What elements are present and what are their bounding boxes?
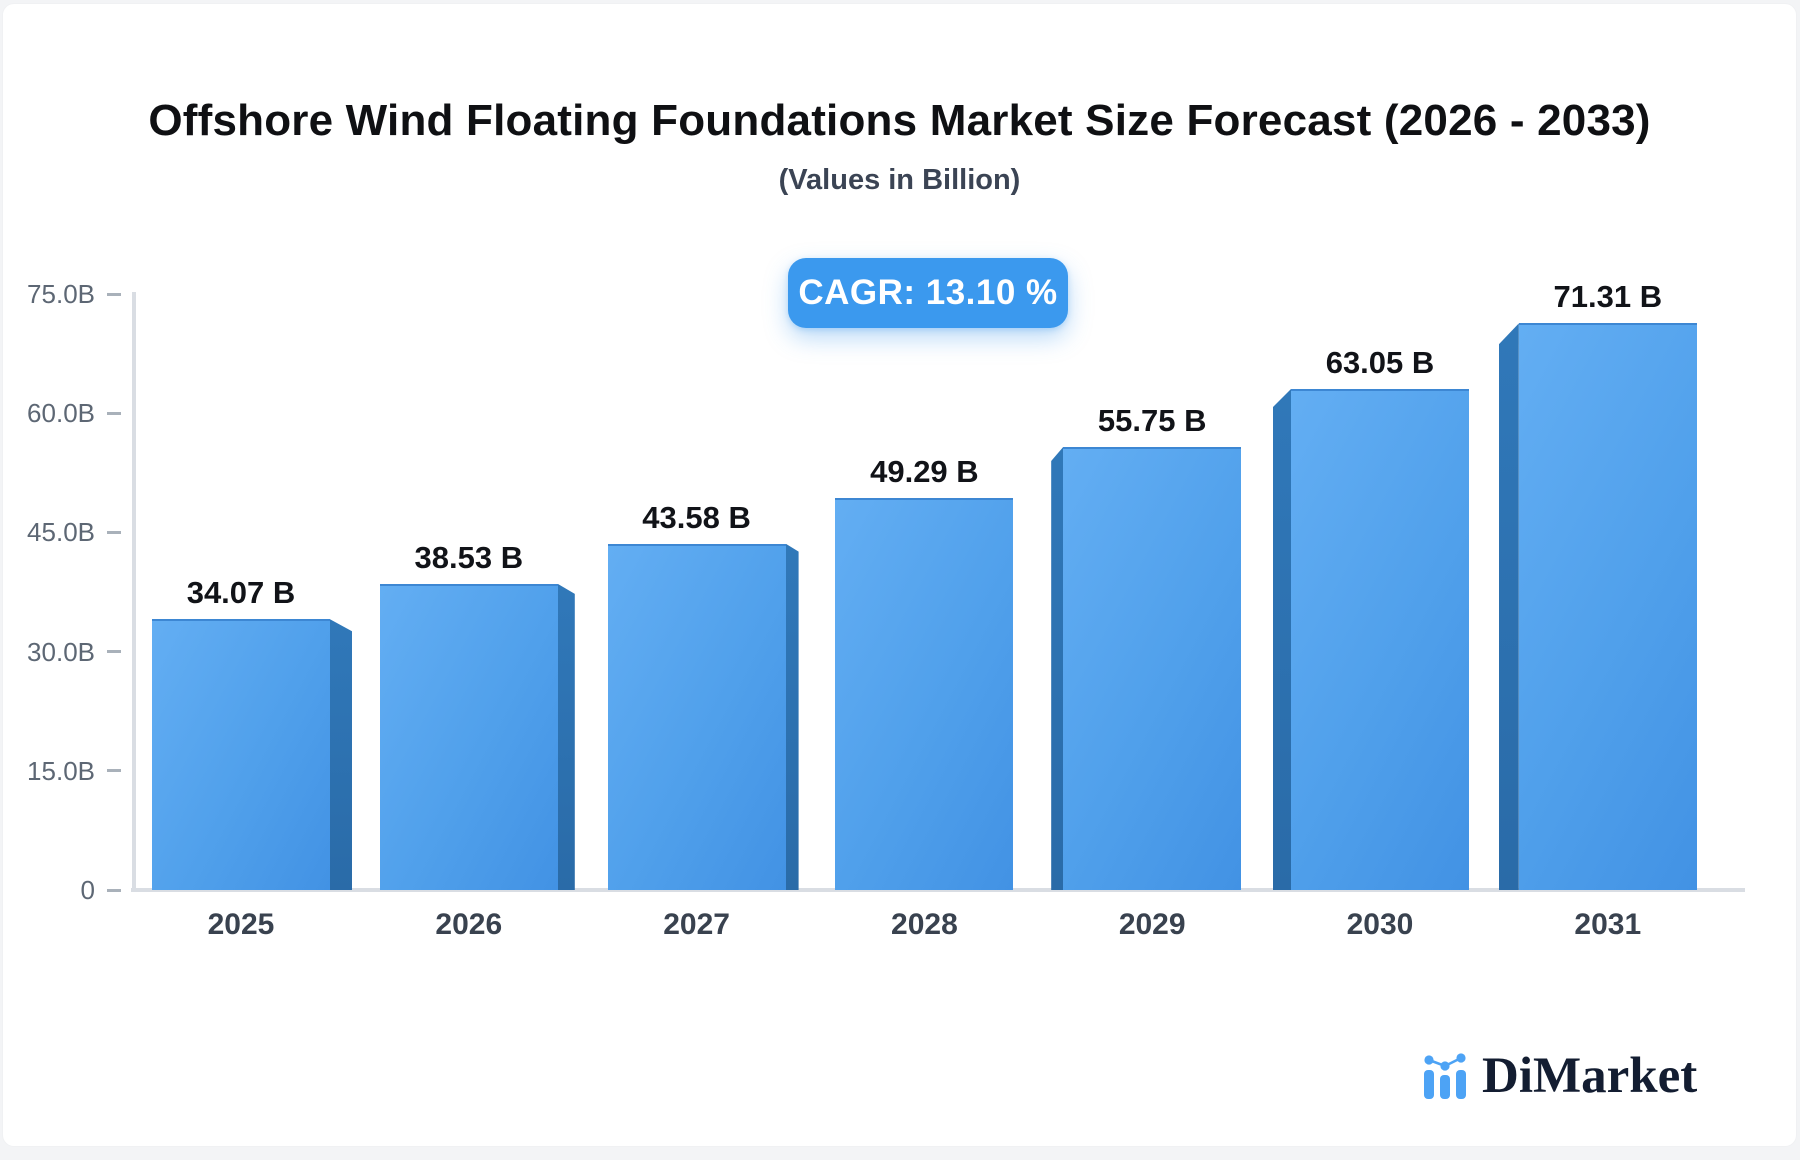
bar-2029 [1051, 446, 1242, 890]
y-tick-mark [107, 650, 121, 654]
bar-2028 [835, 498, 1014, 890]
bar-2025 [152, 619, 352, 890]
chart-subtitle: (Values in Billion) [778, 164, 1021, 196]
dimarket-logo: DiMarket [1423, 1046, 1723, 1106]
x-axis-category-label: 2031 [1574, 908, 1642, 941]
bar-3d-side-face [785, 543, 799, 890]
y-tick-mark [107, 292, 121, 296]
y-tick-label: 0 [80, 875, 95, 905]
bar-front-face [607, 543, 786, 890]
y-tick-label: 15.0B [27, 755, 95, 786]
bar-front-face [1518, 323, 1697, 890]
bar-front-face [1063, 446, 1242, 890]
cagr-badge: CAGR: 13.10 % [788, 258, 1068, 328]
bar-value-label: 34.07 B [186, 575, 296, 611]
y-tick-mark [107, 888, 121, 892]
bar-value-label: 43.58 B [642, 499, 751, 535]
y-tick-mark [107, 411, 121, 415]
x-axis-category-label: 2025 [207, 908, 275, 941]
x-axis-category-label: 2030 [1346, 908, 1414, 941]
chart-title: Offshore Wind Floating Foundations Marke… [148, 96, 1651, 145]
bar-value-label: 63.05 B [1325, 344, 1435, 380]
bar-2026 [379, 583, 575, 890]
cagr-badge-label: CAGR: 13.10 % [798, 273, 1058, 312]
x-axis-category-label: 2026 [435, 908, 503, 941]
bar-2031 [1498, 323, 1697, 890]
x-axis-line [131, 888, 1745, 892]
bar-chart-logo-icon [1424, 1053, 1466, 1099]
bar-3d-side-face [557, 583, 575, 890]
bar-chart-plot-area: 0 15.0B 30.0B 45.0B 60.0B 75.0B 34.07 B 2025 38.… [3, 4, 1800, 1160]
x-axis-category-label: 2027 [663, 908, 730, 941]
bar-3d-side-face [1051, 446, 1064, 890]
y-axis-line [132, 292, 136, 892]
bar-3d-side-face [330, 619, 352, 890]
bar-front-face [152, 619, 330, 890]
y-tick-label: 75.0B [27, 279, 95, 309]
x-axis-category-label: 2029 [1118, 908, 1186, 941]
y-tick-label: 60.0B [27, 398, 95, 429]
chart-card: Offshore Wind Floating Foundations Marke… [2, 3, 1797, 1147]
bar-value-label: 55.75 B [1097, 402, 1207, 438]
y-tick-mark [107, 530, 121, 534]
bar-front-face [379, 583, 558, 890]
bar-value-label: 49.29 B [870, 454, 979, 490]
bar-value-label: 71.31 B [1553, 279, 1663, 315]
bar-2030 [1273, 388, 1469, 890]
y-tick-mark [107, 769, 121, 773]
bar-front-face [835, 498, 1014, 890]
bar-2027 [607, 543, 799, 890]
bar-3d-side-face [1273, 388, 1291, 890]
y-tick-label: 45.0B [27, 517, 95, 548]
bar-front-face [1291, 388, 1469, 890]
bar-value-label: 38.53 B [414, 539, 524, 575]
bar-3d-side-face [1498, 323, 1519, 890]
y-tick-label: 30.0B [27, 636, 95, 667]
x-axis-category-label: 2028 [891, 908, 958, 941]
logo-wordmark: DiMarket [1482, 1048, 1698, 1104]
